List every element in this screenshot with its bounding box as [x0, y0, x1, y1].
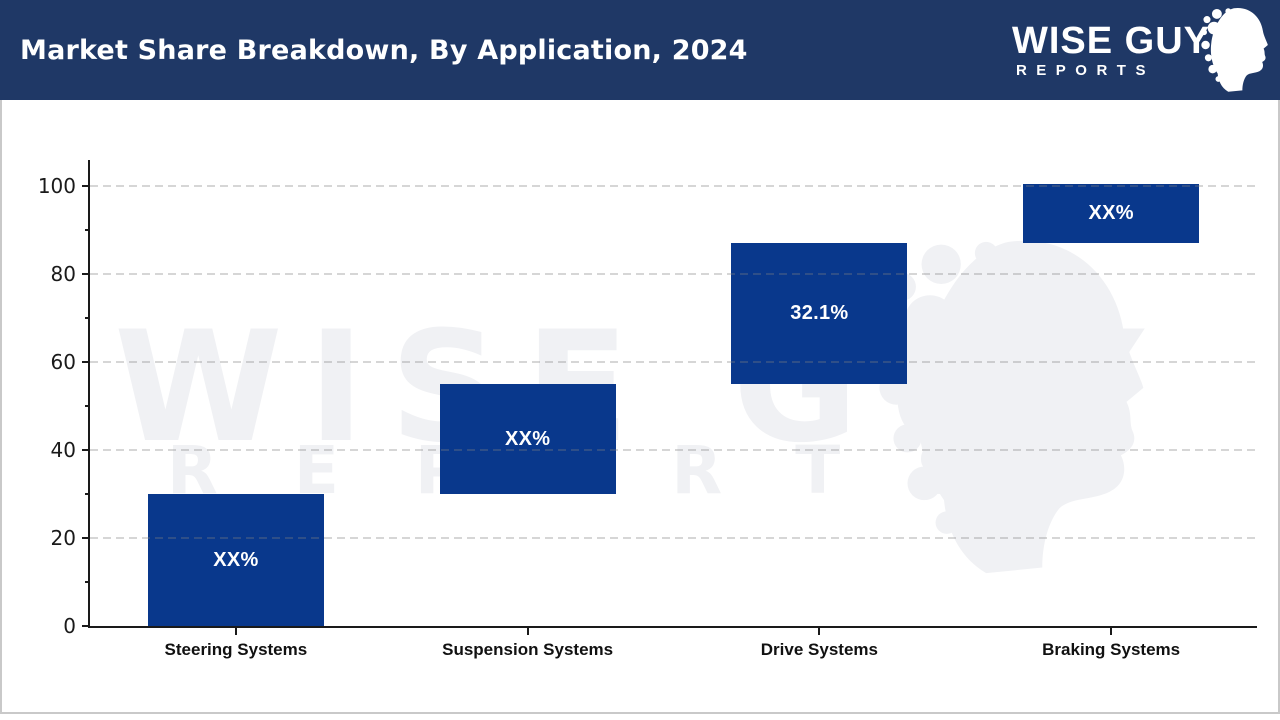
y-axis-tick-label: 0 — [63, 614, 76, 638]
y-axis-minor-tick — [85, 581, 90, 583]
gridline — [90, 185, 1257, 187]
gridline — [90, 537, 1257, 539]
y-axis-tick-label: 60 — [50, 350, 76, 374]
x-axis-tick — [818, 628, 821, 635]
y-axis-tick — [82, 361, 90, 363]
bar: 32.1% — [731, 242, 908, 384]
x-axis-tick-label: Braking Systems — [1042, 640, 1181, 659]
y-axis-tick — [82, 625, 90, 627]
bar-value-label: XX% — [504, 427, 551, 450]
x-axis-tick — [526, 628, 529, 635]
header-bar: Market Share Breakdown, By Application, … — [0, 0, 1280, 100]
bar: XX% — [439, 384, 616, 494]
chart-area: WISE GUY REPORTS XX%Steering SystemsXX%S… — [0, 100, 1280, 714]
brand-logo: WISE GUY REPORTS — [1012, 4, 1276, 96]
y-axis-tick — [82, 537, 90, 539]
brand-wordmark: WISE GUY REPORTS — [1012, 22, 1210, 78]
y-axis-tick — [82, 273, 90, 275]
y-axis-tick-label: 40 — [50, 438, 76, 462]
x-axis-tick-label: Steering Systems — [164, 640, 308, 659]
bar-value-label: 32.1% — [790, 301, 849, 324]
x-axis-tick — [234, 628, 237, 635]
y-axis-tick — [82, 185, 90, 187]
x-axis-spine — [88, 626, 1257, 628]
gridline — [90, 449, 1257, 451]
gridline — [90, 273, 1257, 275]
x-axis-tick — [1110, 628, 1113, 635]
y-axis-tick-label: 20 — [50, 526, 76, 550]
brand-name: WISE GUY — [1011, 20, 1210, 62]
y-axis-minor-tick — [85, 229, 90, 231]
y-axis-tick — [82, 449, 90, 451]
bar-value-label: XX% — [1088, 201, 1134, 224]
y-axis-tick-label: 100 — [37, 174, 76, 198]
bar-value-label: XX% — [213, 548, 259, 571]
brand-subtitle: REPORTS — [1015, 62, 1155, 79]
y-axis-minor-tick — [85, 493, 90, 495]
page-title: Market Share Breakdown, By Application, … — [20, 34, 748, 66]
y-axis-minor-tick — [85, 405, 90, 407]
brand-head-icon — [1201, 7, 1268, 92]
y-axis-tick-label: 80 — [50, 262, 76, 286]
gridline — [90, 361, 1257, 363]
bar: XX% — [1023, 183, 1200, 243]
y-axis-minor-tick — [85, 317, 90, 319]
bar: XX% — [147, 494, 324, 626]
watermark-head-icon — [879, 240, 1144, 574]
y-axis-spine — [88, 160, 90, 628]
x-axis-tick-label: Suspension Systems — [442, 640, 614, 659]
x-axis-tick-label: Drive Systems — [760, 640, 878, 659]
